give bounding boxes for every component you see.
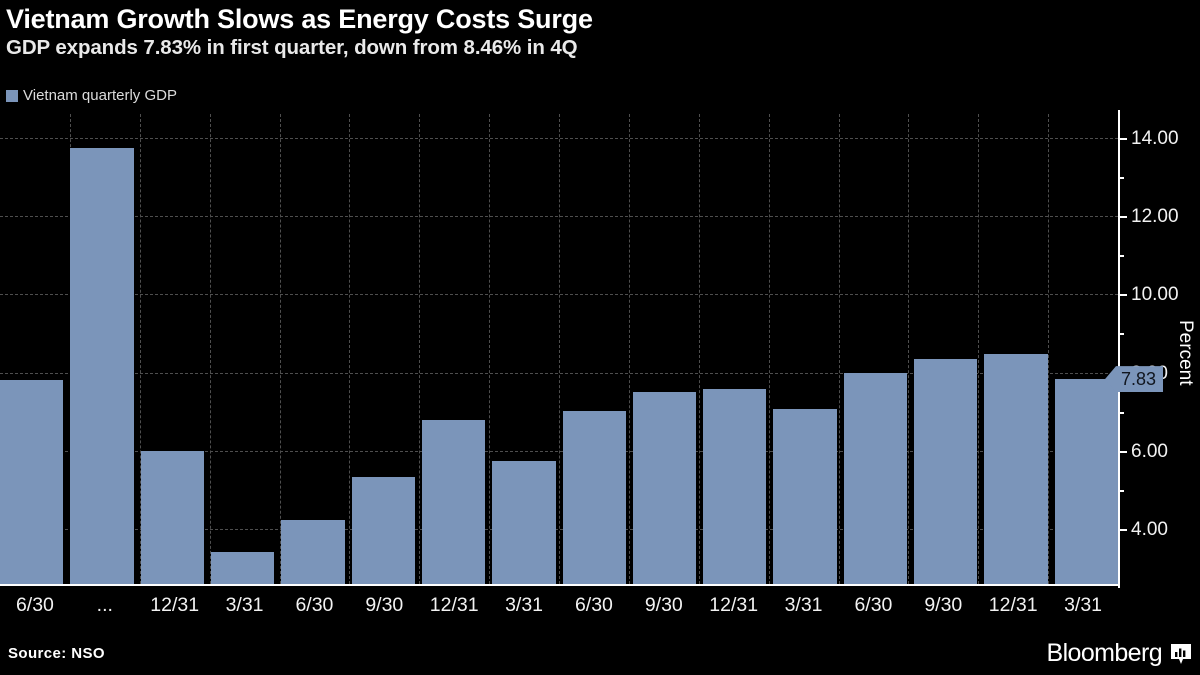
y-axis-tick bbox=[1118, 529, 1127, 532]
chart-bar bbox=[703, 388, 767, 584]
y-axis-tick bbox=[1118, 215, 1127, 218]
chart-bars bbox=[0, 114, 1118, 584]
x-axis-tick-label: 9/30 bbox=[924, 594, 963, 616]
chart-bar bbox=[351, 476, 415, 584]
chart-plot-area bbox=[0, 114, 1118, 584]
chart-bar bbox=[562, 410, 626, 584]
x-axis-tick-label: 6/30 bbox=[854, 594, 893, 616]
y-axis-tick bbox=[1118, 294, 1127, 297]
chart-header: Vietnam Growth Slows as Energy Costs Sur… bbox=[0, 0, 1200, 61]
chart-bar bbox=[914, 359, 978, 584]
x-axis-tick-label: ... bbox=[96, 594, 113, 616]
bloomberg-terminal-icon bbox=[1171, 643, 1191, 664]
chart-bar bbox=[1054, 379, 1118, 584]
y-axis-tick bbox=[1118, 137, 1127, 140]
chart-bar bbox=[0, 380, 64, 584]
x-axis-tick-label: 6/30 bbox=[574, 594, 613, 616]
x-axis-tick-label: 3/31 bbox=[1064, 594, 1103, 616]
value-callout-badge: 7.83 bbox=[1105, 366, 1164, 393]
x-axis-tick-label: 12/31 bbox=[150, 594, 200, 616]
y-axis-minor-tick bbox=[1118, 411, 1124, 414]
x-axis-tick-label: 6/30 bbox=[15, 594, 54, 616]
x-axis-tick-label: 9/30 bbox=[644, 594, 683, 616]
chart-footer: Source: NSO Bloomberg bbox=[0, 636, 1200, 675]
page-subtitle: GDP expands 7.83% in first quarter, down… bbox=[6, 36, 578, 59]
brand-lockup: Bloomberg bbox=[1047, 641, 1193, 666]
chart-bar bbox=[421, 419, 486, 584]
y-axis-minor-tick bbox=[1118, 255, 1124, 257]
brand-name: Bloomberg bbox=[1046, 639, 1163, 667]
y-axis-tick-label: 4.00 bbox=[1131, 519, 1168, 541]
chart-bar bbox=[281, 520, 345, 584]
source-note: Source: NSO bbox=[8, 645, 105, 662]
x-axis-tick-label: 9/30 bbox=[365, 594, 404, 616]
chart-legend: Vietnam quarterly GDP bbox=[6, 88, 177, 103]
chart-bar bbox=[632, 392, 697, 584]
y-axis-line bbox=[1118, 110, 1120, 588]
chart-bar bbox=[492, 461, 556, 584]
chart-bar bbox=[210, 552, 275, 584]
y-axis-tick-label: 6.00 bbox=[1131, 440, 1168, 462]
y-axis-tick-label: 14.00 bbox=[1131, 127, 1179, 149]
x-axis-tick-label: 12/31 bbox=[988, 594, 1038, 616]
x-axis-line bbox=[0, 584, 1120, 586]
x-axis-tick-label: 3/31 bbox=[505, 594, 544, 616]
chart-bar bbox=[843, 373, 908, 584]
chart-bar bbox=[984, 354, 1048, 584]
value-callout-label: 7.83 bbox=[1121, 369, 1157, 390]
chart-bar bbox=[773, 408, 837, 584]
x-axis-tick-label: 6/30 bbox=[295, 594, 334, 616]
y-axis-tick-label: 10.00 bbox=[1131, 284, 1179, 306]
chart-bar bbox=[70, 147, 134, 584]
chart-bar bbox=[140, 451, 204, 584]
x-axis-tick-label: 3/31 bbox=[784, 594, 823, 616]
x-axis-tick-label: 12/31 bbox=[429, 594, 479, 616]
y-axis-title: Percent bbox=[1175, 320, 1196, 386]
y-axis-minor-tick bbox=[1118, 490, 1124, 492]
x-axis-labels: 6/30... 12/31 3/31 6/30 9/30 12/31 3/31 6/30 9/3… bbox=[0, 588, 1118, 622]
y-axis-tick bbox=[1118, 450, 1127, 453]
x-axis-tick-label: 12/31 bbox=[709, 594, 759, 616]
page-title: Vietnam Growth Slows as Energy Costs Sur… bbox=[6, 4, 593, 34]
y-axis-minor-tick bbox=[1118, 176, 1124, 179]
legend-swatch-icon bbox=[6, 89, 18, 102]
legend-item-label: Vietnam quarterly GDP bbox=[23, 87, 177, 104]
y-axis-minor-tick bbox=[1118, 333, 1124, 336]
y-axis-tick-label: 12.00 bbox=[1131, 205, 1179, 227]
x-axis-tick-label: 3/31 bbox=[225, 594, 264, 616]
